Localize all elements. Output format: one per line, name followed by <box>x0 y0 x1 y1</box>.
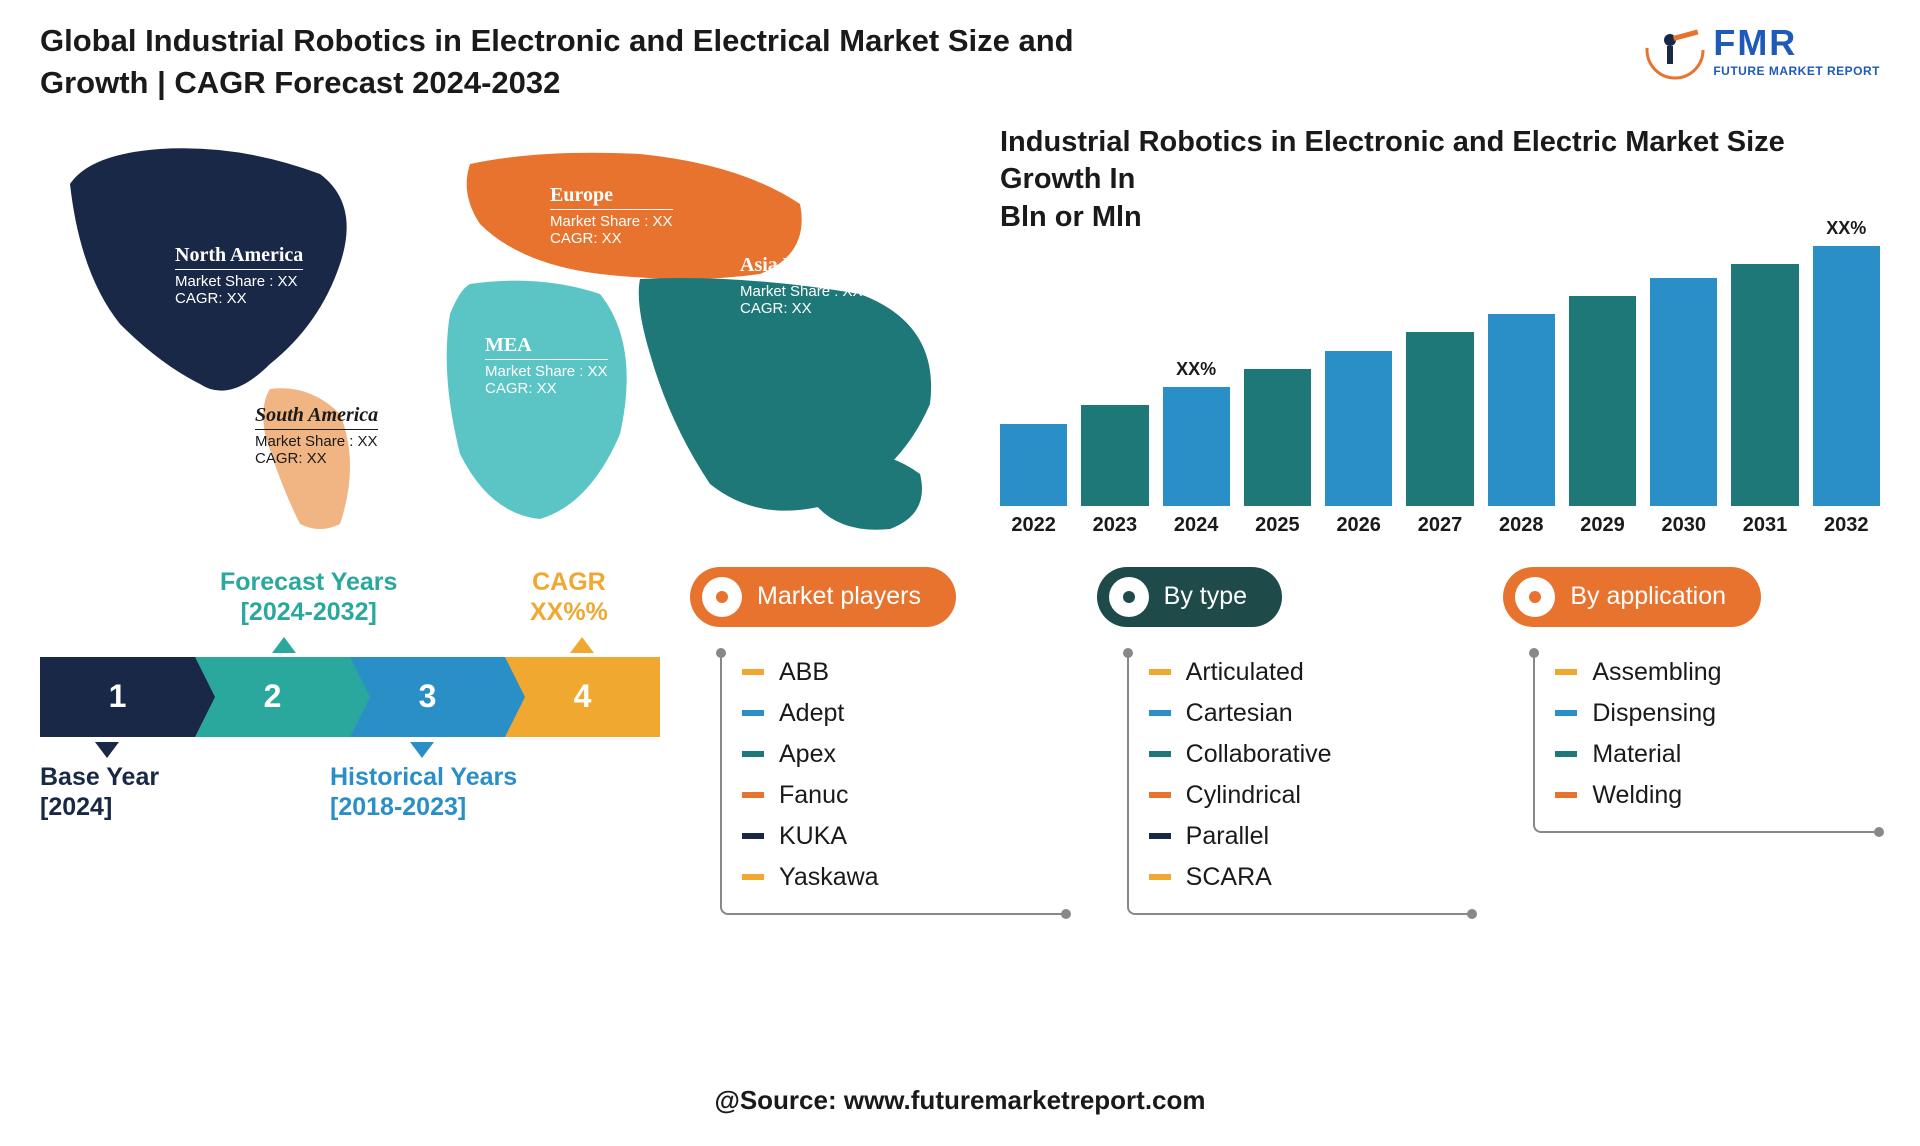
list-item: Cartesian <box>1149 693 1474 734</box>
timeline-seg-1: 1 <box>40 657 195 737</box>
source-attribution: @Source: www.futuremarketreport.com <box>0 1085 1920 1116</box>
list-item: Dispensing <box>1555 693 1880 734</box>
timeline-section: Forecast Years[2024-2032] CAGRXX%% 1234 … <box>40 567 660 737</box>
list-item: KUKA <box>742 816 1067 857</box>
bar-chart-section: Industrial Robotics in Electronic and El… <box>1000 124 1880 537</box>
bar-2031: 2031 <box>1731 264 1798 537</box>
list-item: SCARA <box>1149 857 1474 898</box>
list-item: Articulated <box>1149 652 1474 693</box>
bar-2025: 2025 <box>1244 369 1311 537</box>
category-header: By application <box>1503 567 1761 627</box>
logo-full: FUTURE MARKET REPORT <box>1713 64 1880 78</box>
list-item: Fanuc <box>742 775 1067 816</box>
telescope-person-icon <box>1645 20 1705 80</box>
chart-title: Industrial Robotics in Electronic and El… <box>1000 124 1880 237</box>
list-item: Adept <box>742 693 1067 734</box>
bar-2022: 2022 <box>1000 424 1067 537</box>
region-asia-pacific: Asia PacificMarket Share : XXCAGR: XX <box>740 254 863 317</box>
logo-abbr: FMR <box>1713 22 1880 64</box>
bar-2024: XX%2024 <box>1163 387 1230 537</box>
list-item: Cylindrical <box>1149 775 1474 816</box>
timeline-bar: 1234 <box>40 657 660 737</box>
category-by-application: By application AssemblingDispensingMateri… <box>1503 567 1880 915</box>
bar-2032: XX%2032 <box>1813 246 1880 537</box>
timeline-seg-2: 2 <box>195 657 350 737</box>
region-mea: MEAMarket Share : XXCAGR: XX <box>485 334 608 397</box>
region-europe: EuropeMarket Share : XXCAGR: XX <box>550 184 673 247</box>
header-row: Global Industrial Robotics in Electronic… <box>40 20 1880 104</box>
list-item: Material <box>1555 734 1880 775</box>
list-item: Assembling <box>1555 652 1880 693</box>
region-south-america: South AmericaMarket Share : XXCAGR: XX <box>255 404 378 467</box>
list-item: Welding <box>1555 775 1880 816</box>
page-title: Global Industrial Robotics in Electronic… <box>40 20 1140 104</box>
bar-2026: 2026 <box>1325 351 1392 537</box>
category-market-players: Market players ABBAdeptApexFanucKUKAYaska… <box>690 567 1067 915</box>
timeline-seg-3: 3 <box>350 657 505 737</box>
map-svg <box>40 124 960 534</box>
world-map: North AmericaMarket Share : XXCAGR: XX So… <box>40 124 960 534</box>
list-item: ABB <box>742 652 1067 693</box>
bar-2023: 2023 <box>1081 405 1148 536</box>
logo: FMR FUTURE MARKET REPORT <box>1645 20 1880 80</box>
bar-2028: 2028 <box>1488 314 1555 537</box>
bar-2029: 2029 <box>1569 296 1636 537</box>
bar-2027: 2027 <box>1406 332 1473 536</box>
list-item: Collaborative <box>1149 734 1474 775</box>
region-north-america: North AmericaMarket Share : XXCAGR: XX <box>175 244 303 307</box>
bar-chart: 20222023XX%20242025202620272028202920302… <box>1000 257 1880 537</box>
category-header: Market players <box>690 567 956 627</box>
list-item: Yaskawa <box>742 857 1067 898</box>
bar-2030: 2030 <box>1650 278 1717 537</box>
category-by-type: By type ArticulatedCartesianCollaborative… <box>1097 567 1474 915</box>
category-header: By type <box>1097 567 1282 627</box>
timeline-seg-4: 4 <box>505 657 660 737</box>
list-item: Parallel <box>1149 816 1474 857</box>
list-item: Apex <box>742 734 1067 775</box>
